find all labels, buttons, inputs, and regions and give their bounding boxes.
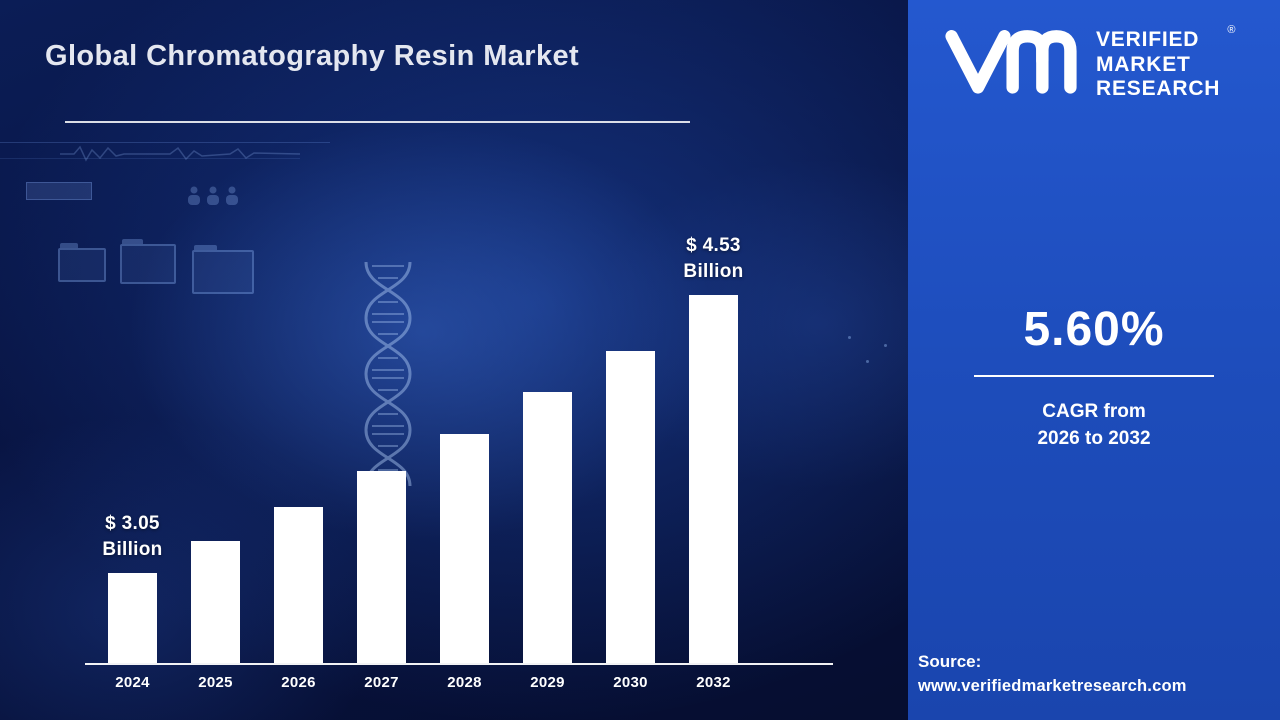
x-axis-label-2029: 2029 <box>530 674 565 691</box>
bar-value-label-2032: $ 4.53 Billion <box>683 234 744 282</box>
decorative-badge <box>26 182 92 200</box>
bar-value-label-2024: $ 3.05 Billion <box>102 512 163 560</box>
bar <box>523 392 572 663</box>
x-axis-label-2026: 2026 <box>281 674 316 691</box>
source-label: Source: <box>918 652 982 671</box>
bar <box>191 541 240 663</box>
cagr-value: 5.60% <box>1023 303 1165 356</box>
registered-mark: ® <box>1227 24 1237 36</box>
bar <box>440 434 489 663</box>
bar-2026 <box>274 507 323 663</box>
cagr-divider <box>974 375 1214 377</box>
people-icons <box>188 186 238 205</box>
bar-2028 <box>440 434 489 663</box>
particle-dot <box>866 360 869 363</box>
x-axis-label-2027: 2027 <box>364 674 399 691</box>
page-title: Global Chromatography Resin Market <box>45 40 580 72</box>
bar-2030 <box>606 351 655 663</box>
bar <box>689 295 738 663</box>
cagr-caption-line2: 2026 to 2032 <box>1037 427 1151 449</box>
x-axis-label-2032: 2032 <box>696 674 731 691</box>
x-axis-label-2025: 2025 <box>198 674 233 691</box>
x-axis-labels: 2024 2025 2026 2027 2028 2029 2030 2032 <box>108 674 738 691</box>
bar-2032: $ 4.53 Billion <box>683 233 743 663</box>
bar-2029 <box>523 392 572 663</box>
decorative-line <box>0 158 300 159</box>
x-axis-label-2030: 2030 <box>613 674 648 691</box>
brand-logo: ® VERIFIED MARKET RESEARCH <box>942 24 1236 102</box>
bar <box>357 471 406 663</box>
x-axis-label-2028: 2028 <box>447 674 482 691</box>
dna-helix-icon <box>364 262 412 486</box>
brand-name: ® VERIFIED MARKET RESEARCH <box>1096 24 1236 102</box>
brand-name-line3: RESEARCH <box>1096 77 1221 101</box>
bar <box>606 351 655 663</box>
x-axis-label-2024: 2024 <box>115 674 150 691</box>
bar-series: $ 3.05 Billion $ 4.53 Billion <box>102 233 743 663</box>
folder-icon <box>192 245 254 294</box>
folder-icon <box>58 243 106 282</box>
brand-name-line1: VERIFIED <box>1096 28 1200 51</box>
bar <box>274 507 323 663</box>
decorative-line <box>0 142 330 143</box>
bar <box>108 573 157 663</box>
brand-name-line2: MARKET <box>1096 52 1191 76</box>
particle-dot <box>848 336 851 339</box>
title-underline <box>65 121 690 123</box>
bar-2025 <box>191 541 240 663</box>
folder-icon <box>120 239 176 284</box>
cagr-caption-line1: CAGR from <box>1042 401 1146 422</box>
stats-panel: ® VERIFIED MARKET RESEARCH 5.60% CAGR fr… <box>908 0 1280 720</box>
particle-dot <box>884 344 887 347</box>
vmr-logo-icon <box>942 28 1080 94</box>
x-axis-baseline <box>85 663 833 665</box>
bar-2024: $ 3.05 Billion <box>102 511 162 663</box>
source-block: Source: www.verifiedmarketresearch.com <box>918 652 1187 696</box>
source-url[interactable]: www.verifiedmarketresearch.com <box>918 677 1187 695</box>
cagr-block: 5.60% CAGR from 2026 to 2032 <box>908 302 1280 452</box>
waveform-decoration <box>60 145 300 162</box>
bar-2027 <box>357 471 406 663</box>
